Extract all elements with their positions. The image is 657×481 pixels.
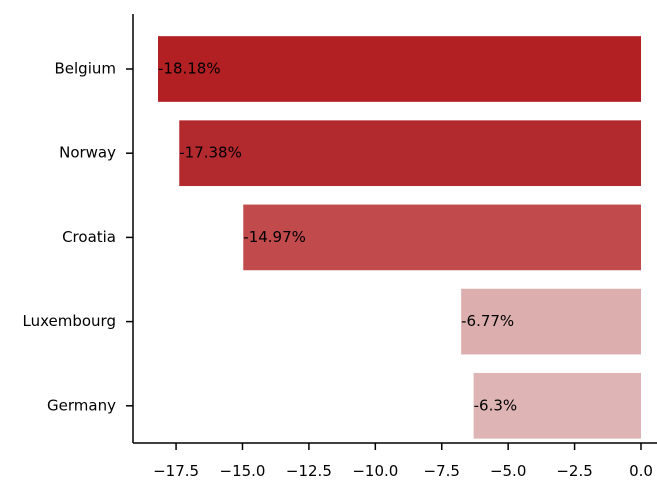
bars-group <box>158 36 642 439</box>
y-tick-label-croatia: Croatia <box>62 228 116 246</box>
y-tick-label-norway: Norway <box>59 144 116 162</box>
data-label-norway: -17.38% <box>179 144 242 162</box>
x-tick-label: −5.0 <box>490 462 526 480</box>
bar-norway <box>179 120 641 187</box>
y-tick-label-germany: Germany <box>47 396 116 414</box>
x-tick-label: −12.5 <box>286 462 332 480</box>
y-tick-label-luxembourg: Luxembourg <box>23 312 117 330</box>
data-label-luxembourg: -6.77% <box>461 312 514 330</box>
x-tick-label: −7.5 <box>424 462 460 480</box>
data-label-croatia: -14.97% <box>243 228 306 246</box>
bar-luxembourg <box>461 288 641 355</box>
bar-germany <box>473 372 641 439</box>
x-axis: −17.5 −15.0 −12.5 −10.0 −7.5 −5.0 −2.5 0.0 <box>133 442 657 480</box>
bar-belgium <box>158 36 641 102</box>
x-tick-label: 0.0 <box>629 462 653 480</box>
x-tick-label: −15.0 <box>220 462 266 480</box>
data-labels-group: -18.18% -17.38% -14.97% -6.77% -6.3% <box>158 60 517 415</box>
bar-croatia <box>243 204 642 271</box>
x-tick-label: −10.0 <box>352 462 398 480</box>
data-label-germany: -6.3% <box>474 396 518 414</box>
x-tick-label: −17.5 <box>153 462 199 480</box>
x-tick-label: −2.5 <box>556 462 592 480</box>
data-label-belgium: -18.18% <box>158 60 221 78</box>
y-tick-label-belgium: Belgium <box>55 60 117 78</box>
y-axis: Belgium Norway Croatia Luxembourg Germany <box>23 14 134 443</box>
